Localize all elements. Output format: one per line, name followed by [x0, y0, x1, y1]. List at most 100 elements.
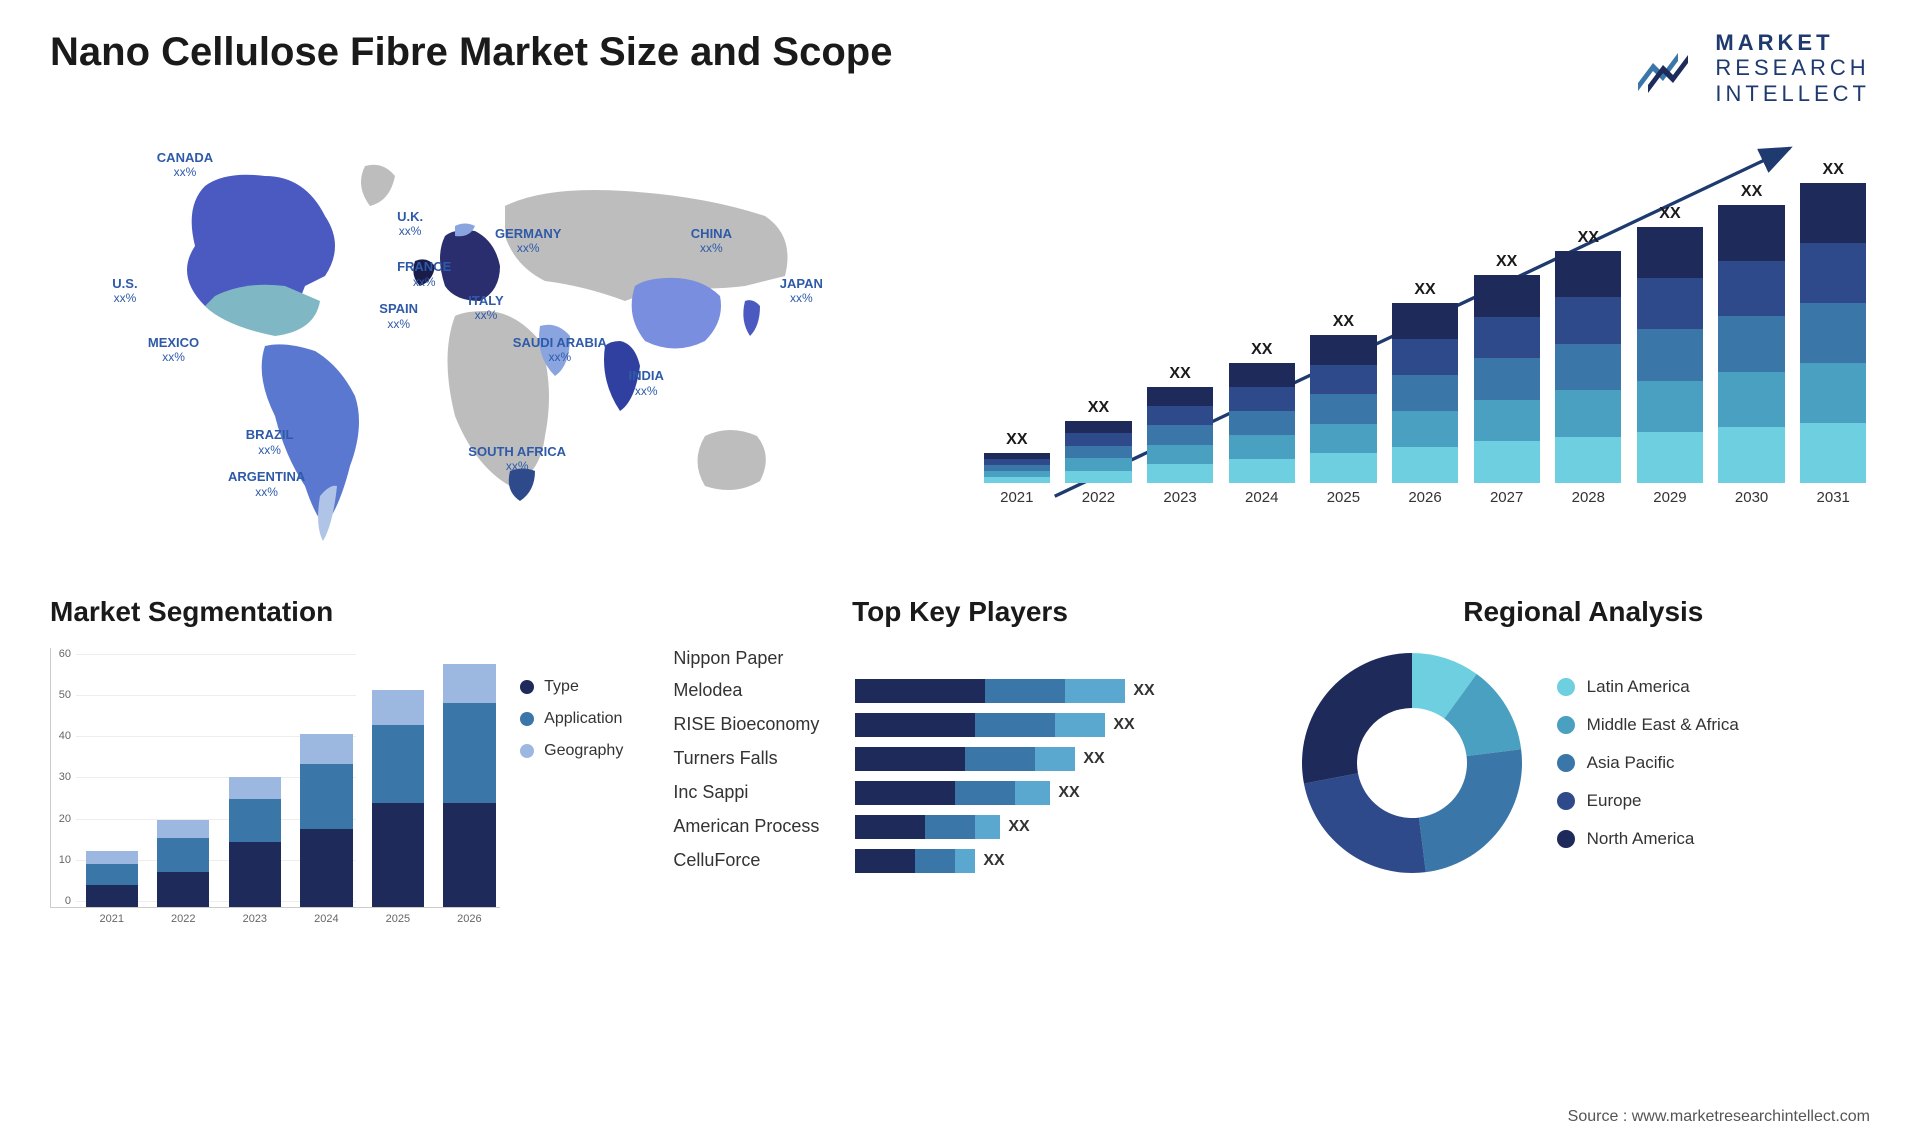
seg-y-tick: 50 — [46, 689, 71, 701]
growth-seg — [1229, 363, 1295, 387]
player-bar — [855, 679, 1125, 703]
growth-bar-2025: XX2025 — [1307, 313, 1381, 506]
region-legend-item: North America — [1557, 829, 1739, 849]
growth-seg — [1065, 433, 1131, 445]
growth-bar-chart: XX2021XX2022XX2023XX2024XX2025XX2026XX20… — [980, 126, 1870, 546]
growth-seg — [1800, 423, 1866, 483]
growth-bar-2027: XX2027 — [1470, 253, 1544, 506]
player-bar-wrap: XX — [855, 713, 1246, 737]
regional-title: Regional Analysis — [1297, 596, 1870, 628]
legend-dot — [520, 744, 534, 758]
region-legend-item: Asia Pacific — [1557, 753, 1739, 773]
map-label-spain: SPAINxx% — [379, 302, 418, 331]
seg-bar-2026: 2026 — [439, 648, 501, 907]
seg-segment — [443, 703, 495, 803]
player-seg — [1055, 713, 1105, 737]
growth-bar-stack — [1474, 275, 1540, 483]
growth-bar-2022: XX2022 — [1062, 399, 1136, 506]
map-label-brazil: BRAZILxx% — [246, 428, 294, 457]
growth-seg — [1718, 261, 1784, 317]
seg-year-label: 2023 — [243, 913, 267, 925]
player-seg — [955, 849, 975, 873]
legend-dot — [520, 680, 534, 694]
player-seg — [855, 713, 975, 737]
seg-bar-stack — [443, 664, 495, 907]
seg-bar-stack — [300, 734, 352, 907]
growth-year-label: 2029 — [1653, 489, 1686, 506]
seg-y-tick: 40 — [46, 730, 71, 742]
legend-dot — [1557, 716, 1575, 734]
growth-seg — [1474, 400, 1540, 442]
seg-segment — [157, 838, 209, 873]
growth-bar-stack — [1718, 205, 1784, 483]
growth-seg — [1147, 406, 1213, 425]
growth-seg — [1800, 243, 1866, 303]
growth-year-label: 2022 — [1082, 489, 1115, 506]
seg-legend-item: Geography — [520, 742, 623, 760]
seg-legend-item: Type — [520, 678, 623, 696]
player-seg — [985, 679, 1065, 703]
growth-year-label: 2030 — [1735, 489, 1768, 506]
growth-bar-2021: XX2021 — [980, 431, 1054, 506]
seg-y-tick: 10 — [46, 854, 71, 866]
growth-seg — [1229, 411, 1295, 435]
growth-seg — [1310, 335, 1376, 365]
players-panel: Top Key Players Nippon PaperMelodeaXXRIS… — [673, 596, 1246, 908]
growth-seg — [1555, 251, 1621, 297]
growth-seg — [1065, 421, 1131, 433]
player-bar-wrap: XX — [855, 781, 1246, 805]
legend-label: Geography — [544, 742, 623, 760]
growth-year-label: 2024 — [1245, 489, 1278, 506]
growth-seg — [1147, 387, 1213, 406]
seg-segment — [157, 872, 209, 907]
growth-seg — [1718, 205, 1784, 261]
growth-seg — [1637, 381, 1703, 432]
seg-segment — [229, 777, 281, 799]
growth-bar-2028: XX 2028 — [1551, 229, 1625, 506]
player-seg — [925, 815, 975, 839]
player-row: CelluForceXX — [673, 849, 1246, 873]
map-label-canada: CANADAxx% — [157, 151, 213, 180]
seg-segment — [157, 820, 209, 837]
player-bar — [855, 781, 1050, 805]
seg-bar-stack — [157, 820, 209, 907]
growth-year-label: 2025 — [1327, 489, 1360, 506]
growth-bar-stack — [1800, 183, 1866, 483]
player-row: Inc SappiXX — [673, 781, 1246, 805]
map-label-france: FRANCExx% — [397, 260, 451, 289]
legend-dot — [1557, 830, 1575, 848]
growth-bar-stack — [1065, 421, 1131, 483]
map-label-japan: JAPANxx% — [780, 277, 823, 306]
growth-year-label: 2028 — [1572, 489, 1605, 506]
player-row: RISE BioeconomyXX — [673, 713, 1246, 737]
segmentation-legend: TypeApplicationGeography — [520, 648, 623, 908]
region-legend-item: Middle East & Africa — [1557, 715, 1739, 735]
brand-logo: MARKET RESEARCH INTELLECT — [1633, 30, 1870, 106]
seg-segment — [86, 864, 138, 886]
seg-year-label: 2026 — [457, 913, 481, 925]
growth-seg — [1474, 358, 1540, 400]
growth-value-label: XX — [1578, 229, 1599, 247]
growth-seg — [1392, 411, 1458, 447]
player-seg — [975, 713, 1055, 737]
growth-seg — [1474, 317, 1540, 359]
legend-label: Asia Pacific — [1587, 753, 1675, 773]
source-text: Source : www.marketresearchintellect.com — [1568, 1108, 1870, 1126]
growth-bar-2024: XX2024 — [1225, 341, 1299, 506]
growth-year-label: 2027 — [1490, 489, 1523, 506]
seg-segment — [372, 690, 424, 725]
growth-seg — [1800, 303, 1866, 363]
growth-bar-stack — [1310, 335, 1376, 483]
growth-seg — [1800, 363, 1866, 423]
growth-seg — [1229, 435, 1295, 459]
legend-dot — [520, 712, 534, 726]
seg-segment — [229, 842, 281, 907]
growth-value-label: XX — [1741, 183, 1762, 201]
player-value: XX — [1083, 750, 1104, 768]
seg-segment — [86, 851, 138, 864]
player-value: XX — [983, 852, 1004, 870]
segmentation-panel: Market Segmentation 6050403020100 202120… — [50, 596, 623, 908]
growth-seg — [1392, 375, 1458, 411]
growth-seg — [1310, 394, 1376, 424]
growth-seg — [1637, 227, 1703, 278]
